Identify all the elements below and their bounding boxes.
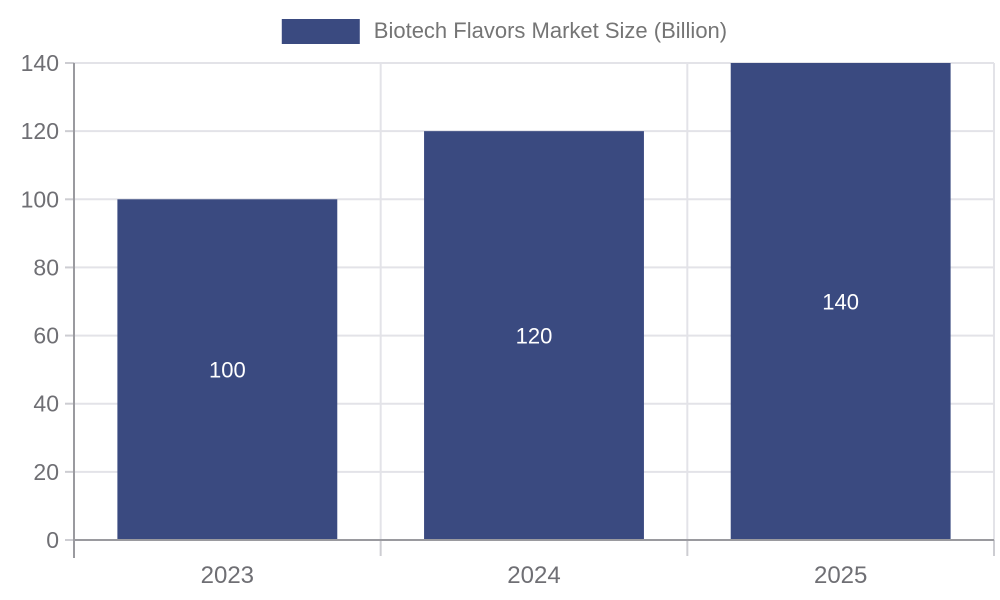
bar-value-label: 140 bbox=[822, 290, 859, 315]
y-tick-label: 100 bbox=[21, 186, 59, 212]
bar-2024[interactable] bbox=[424, 131, 644, 540]
x-tick-label: 2024 bbox=[507, 562, 560, 589]
bar-value-label: 100 bbox=[209, 358, 246, 383]
x-tick-label: 2025 bbox=[814, 562, 867, 589]
y-tick-label: 60 bbox=[33, 323, 59, 349]
chart-legend[interactable]: Biotech Flavors Market Size (Billion) bbox=[281, 18, 728, 44]
y-tick-label: 20 bbox=[33, 459, 59, 485]
y-tick-label: 140 bbox=[21, 50, 59, 76]
bar-2025[interactable] bbox=[730, 63, 951, 540]
y-tick-label: 40 bbox=[33, 391, 59, 417]
y-tick-label: 80 bbox=[33, 254, 59, 280]
y-tick-label: 120 bbox=[21, 118, 59, 144]
legend-swatch bbox=[281, 18, 360, 44]
bar-2023[interactable] bbox=[117, 199, 338, 541]
bar-value-label: 120 bbox=[516, 324, 553, 349]
x-tick-label: 2023 bbox=[201, 562, 254, 589]
legend-label: Biotech Flavors Market Size (Billion) bbox=[373, 18, 728, 43]
y-tick-label: 0 bbox=[46, 527, 59, 553]
